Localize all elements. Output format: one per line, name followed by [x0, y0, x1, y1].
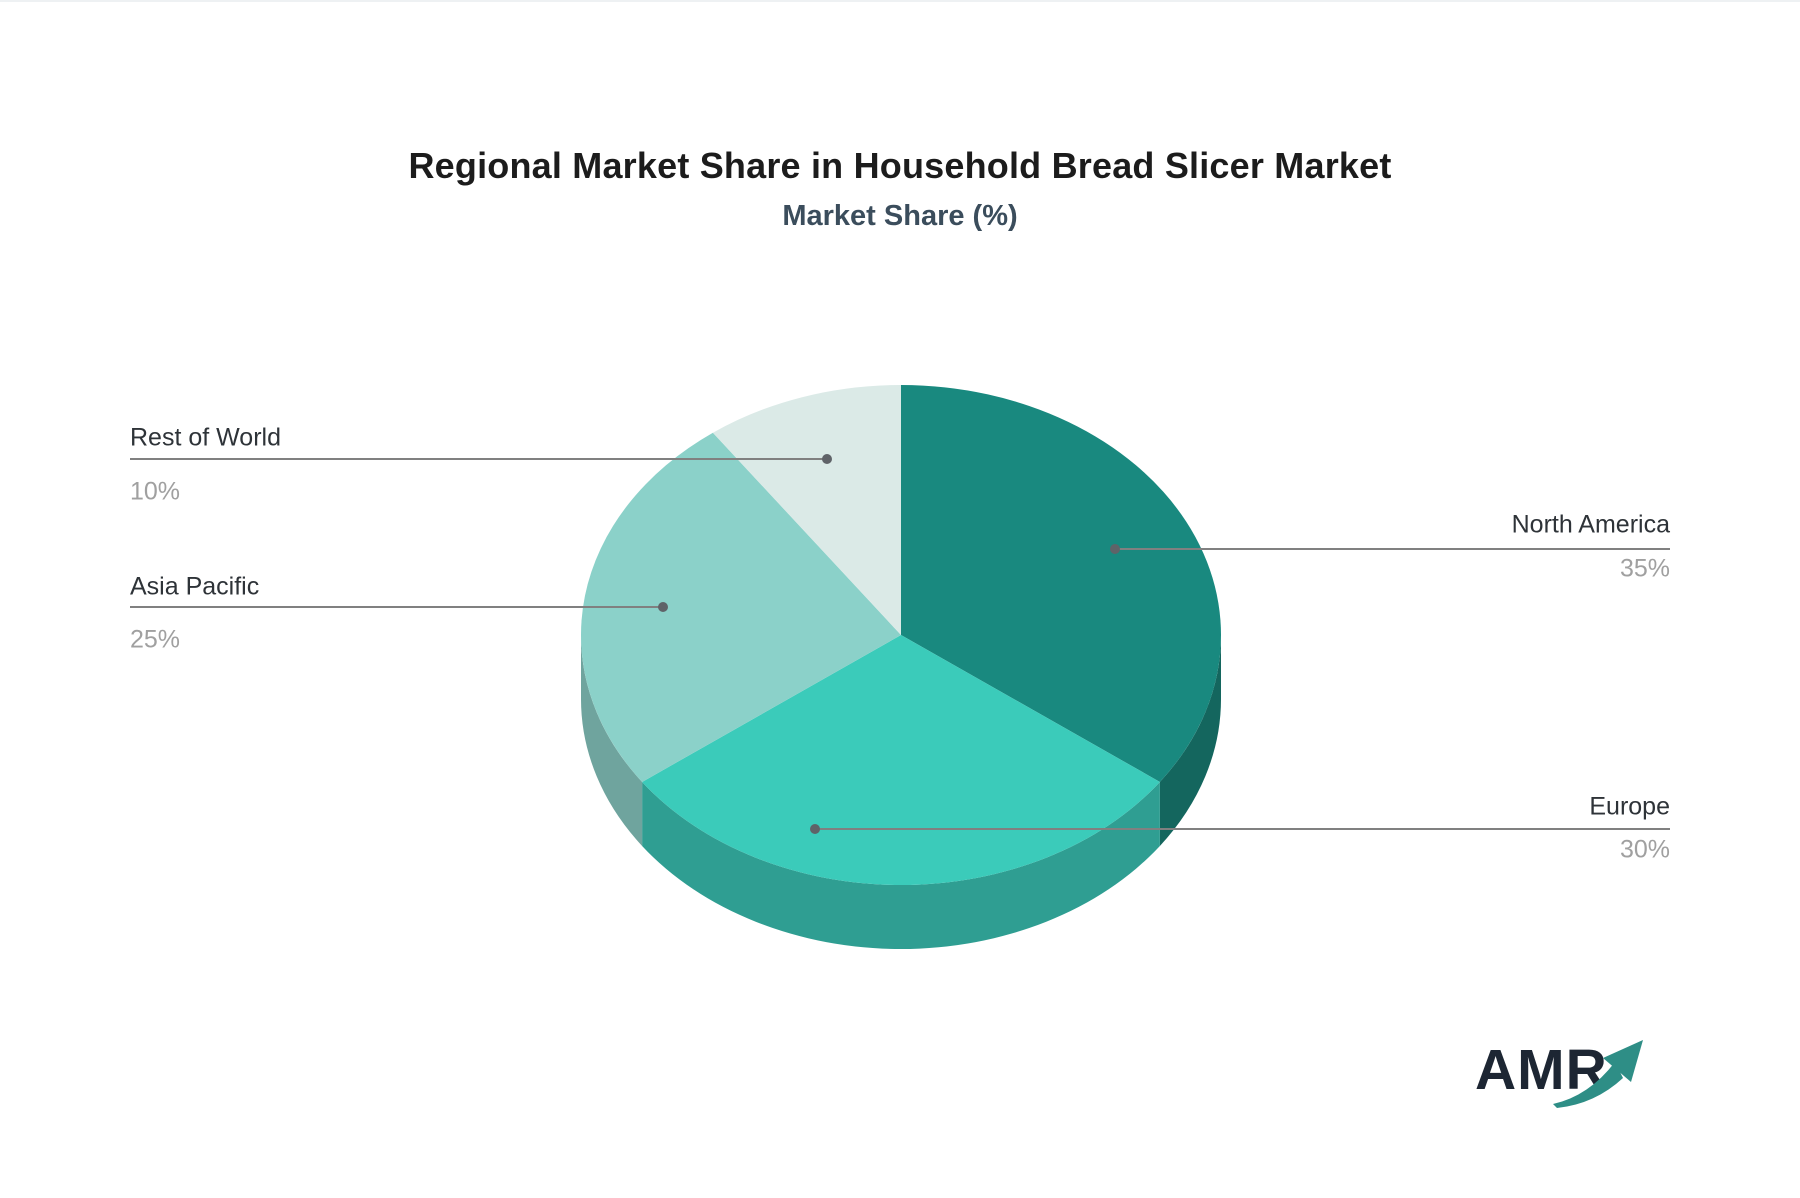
brand-logo-text: AMR	[1475, 1038, 1608, 1102]
slice-value-north-america: 35%	[1619, 554, 1670, 583]
slice-value-asia-pacific: 25%	[130, 625, 181, 654]
pie-slice-europe-side	[642, 781, 1160, 949]
pie-slice-europe[interactable]	[642, 635, 1160, 885]
slice-label-rest-of-world: Rest of World	[130, 423, 281, 452]
brand-logo: AMR	[1475, 1040, 1665, 1122]
slice-value-europe: 30%	[1619, 835, 1670, 864]
slice-label-asia-pacific: Asia Pacific	[130, 572, 260, 601]
pie-slice-north-america-side	[1159, 635, 1221, 846]
slice-label-north-america: North America	[1511, 510, 1670, 539]
pie-slice-north-america[interactable]	[901, 385, 1221, 782]
slice-value-rest-of-world: 10%	[130, 477, 181, 506]
callout-dot-north-america	[1110, 544, 1120, 554]
pie-slice-asia-pacific[interactable]	[581, 432, 901, 782]
pie-slice-asia-pacific-side	[581, 635, 643, 846]
brand-logo-arrow-icon	[1553, 1040, 1643, 1108]
callout-dot-rest-of-world	[822, 454, 832, 464]
pie-slice-rest-of-world[interactable]	[712, 385, 901, 635]
callout-dot-asia-pacific	[658, 602, 668, 612]
slice-label-europe: Europe	[1589, 792, 1670, 821]
callout-dot-europe	[810, 824, 820, 834]
chart-title: Regional Market Share in Household Bread…	[408, 145, 1392, 186]
chart-subtitle: Market Share (%)	[782, 200, 1018, 232]
